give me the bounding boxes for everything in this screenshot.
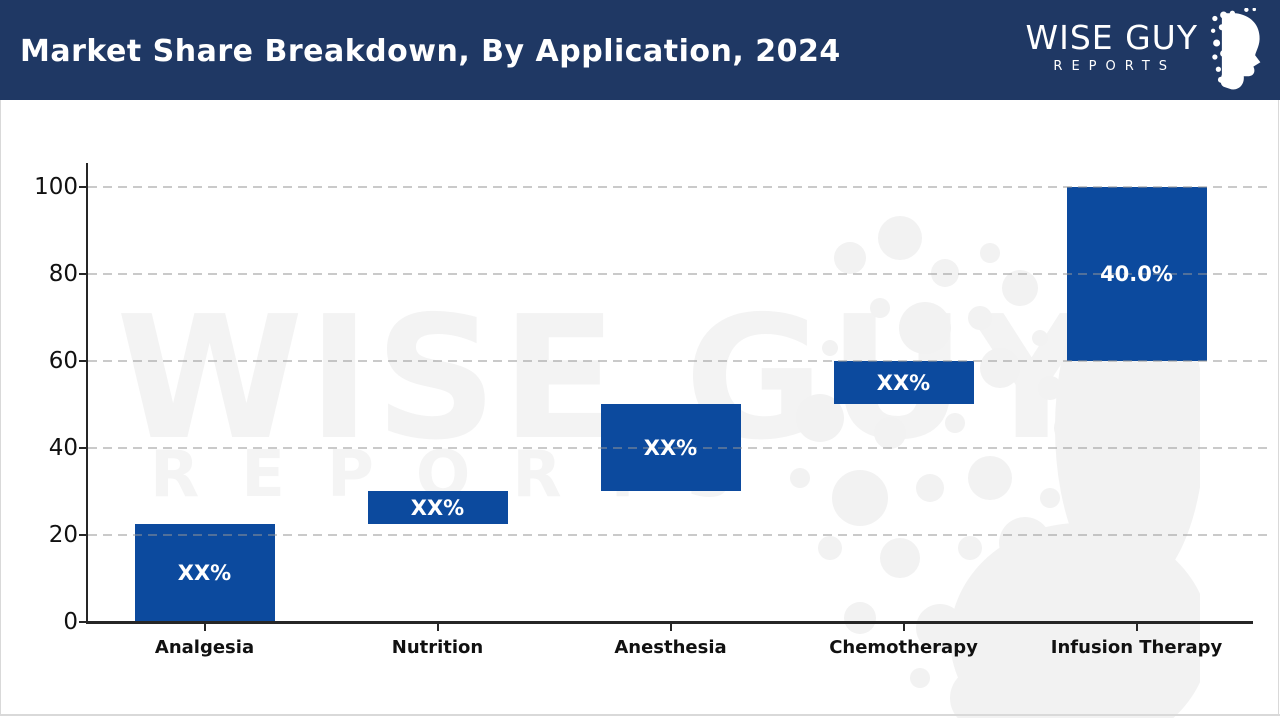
brand-wordmark: WISE GUY REPORTS — [1025, 18, 1198, 74]
y-tick-label: 20 — [48, 521, 78, 548]
y-tick-mark — [79, 446, 88, 449]
chart-title: Market Share Breakdown, By Application, … — [20, 34, 841, 69]
gridline-40 — [88, 446, 1268, 449]
bar-value-label-nutrition: XX% — [410, 495, 465, 520]
gridline-100 — [88, 185, 1268, 188]
x-axis-line — [86, 621, 1253, 624]
bar-nutrition — [367, 491, 508, 525]
gridline-60 — [88, 359, 1268, 362]
gridline-80 — [88, 272, 1268, 275]
y-tick-mark — [79, 621, 88, 623]
x-tick-mark — [669, 624, 672, 631]
x-axis-label-infusion-therapy: Infusion Therapy — [1050, 637, 1223, 658]
y-axis-line — [86, 163, 88, 622]
brand-face-icon — [1210, 8, 1261, 90]
brand-logo: WISE GUY REPORTS — [1016, 8, 1266, 92]
brand-name: WISE GUY — [1025, 18, 1198, 57]
bar-analgesia — [134, 524, 275, 622]
y-tick-label: 0 — [63, 609, 78, 635]
figure-border-left — [0, 100, 1, 716]
x-tick-mark — [436, 624, 439, 631]
y-tick-label: 80 — [48, 260, 78, 287]
bar-value-label-anesthesia: XX% — [643, 435, 698, 460]
x-tick-mark — [902, 624, 905, 631]
y-tick-mark — [79, 272, 88, 275]
y-tick-label: 100 — [34, 173, 78, 200]
y-tick-label: 40 — [48, 434, 78, 461]
y-tick-mark — [79, 185, 88, 188]
x-axis-label-analgesia: Analgesia — [154, 637, 255, 658]
x-tick-mark — [203, 624, 206, 631]
x-axis-label-nutrition: Nutrition — [391, 637, 484, 658]
gridline-20 — [88, 533, 1268, 536]
y-tick-mark — [79, 359, 88, 362]
x-axis-label-chemotherapy: Chemotherapy — [829, 637, 978, 658]
x-tick-mark — [1135, 624, 1138, 631]
y-tick-label: 60 — [48, 347, 78, 374]
y-tick-mark — [79, 533, 88, 536]
figure-border-right — [1278, 100, 1279, 716]
bar-value-label-infusion-therapy: 40.0% — [1100, 261, 1173, 286]
bar-chemotherapy — [833, 360, 974, 405]
bar-value-label-analgesia: XX% — [177, 561, 232, 586]
bar-value-label-chemotherapy: XX% — [876, 370, 931, 395]
brand-subname: REPORTS — [1053, 59, 1177, 74]
figure-border-bottom — [0, 714, 1280, 716]
x-axis-label-anesthesia: Anesthesia — [614, 637, 727, 658]
header-bar: Market Share Breakdown, By Application, … — [0, 0, 1280, 100]
